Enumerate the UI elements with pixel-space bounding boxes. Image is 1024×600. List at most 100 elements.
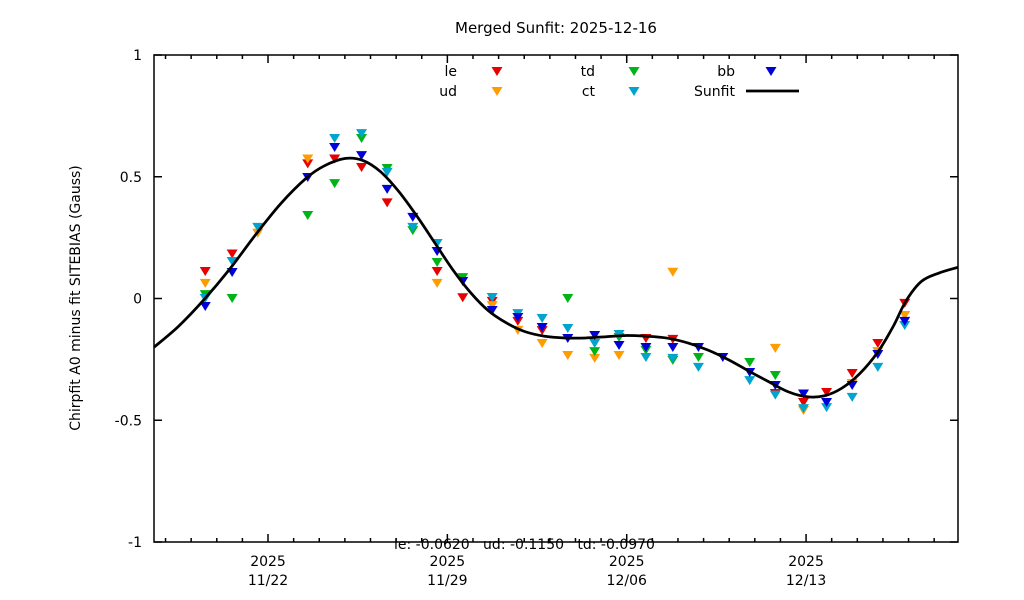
series-bb-marker <box>821 397 833 407</box>
legend-item-td: td <box>581 64 640 80</box>
legend-label-bb: bb <box>717 64 735 80</box>
legend-marker-ct <box>628 87 640 96</box>
series-ud-marker <box>613 350 625 360</box>
x-tick-date: 12/13 <box>786 573 826 589</box>
y-tick-label: 0 <box>133 292 142 308</box>
series-bb-marker <box>512 313 524 323</box>
series-td-marker <box>226 294 238 304</box>
series-le-marker <box>302 159 314 169</box>
series-ud-marker <box>302 154 314 164</box>
series-ud-marker <box>536 339 548 349</box>
legend-item-bb: bb <box>717 64 777 80</box>
series-ct-marker <box>486 293 498 303</box>
series-ud-marker <box>899 311 911 321</box>
series-bb-marker <box>613 341 625 351</box>
x-tick-year: 2025 <box>609 554 645 570</box>
series-le-marker <box>846 369 858 379</box>
series-td-marker <box>356 134 368 144</box>
legend-label-ct: ct <box>582 84 596 100</box>
legend-marker-td <box>628 67 640 76</box>
series-ct-marker <box>692 362 704 372</box>
legend-marker-bb <box>765 67 777 76</box>
x-tick-year: 2025 <box>788 554 824 570</box>
legend: le td bb ud ct Sunfit <box>439 64 799 100</box>
series-ct-marker <box>846 392 858 402</box>
series-bb-marker <box>899 316 911 326</box>
series-le-marker <box>199 266 211 276</box>
legend-label-le: le <box>444 64 457 80</box>
series-bb-marker <box>589 331 601 341</box>
series-td-marker <box>692 352 704 362</box>
legend-item-ct: ct <box>582 84 640 100</box>
legend-label-ud: ud <box>439 84 457 100</box>
sunfit-curve <box>154 156 958 399</box>
series-ct-marker <box>536 313 548 323</box>
series-bb-marker <box>872 350 884 360</box>
legend-item-Sunfit: Sunfit <box>694 84 799 100</box>
series-le-marker <box>798 397 810 407</box>
series-ud-marker <box>589 353 601 363</box>
x-tick-date: 12/06 <box>607 573 647 589</box>
series-le-marker <box>226 249 238 259</box>
series-ct <box>199 129 911 414</box>
series-bb-marker <box>486 305 498 315</box>
series-ct-marker <box>381 167 393 177</box>
series-bb-marker <box>640 342 652 352</box>
series-td-marker <box>744 358 756 368</box>
x-tick-year: 2025 <box>250 554 286 570</box>
legend-label-Sunfit: Sunfit <box>694 84 735 100</box>
series-le <box>199 154 911 407</box>
legend-label-td: td <box>581 64 595 80</box>
series-ct-marker <box>744 376 756 386</box>
y-tick-label: 1 <box>133 48 142 64</box>
series-ct-marker <box>407 222 419 232</box>
fit-offsets-line-1: le: -0.0620 ud: -0.1150 td: -0.0970 <box>394 537 655 553</box>
series-le-marker <box>356 163 368 173</box>
series-ct-marker <box>226 257 238 267</box>
x-tick-year: 2025 <box>430 554 466 570</box>
legend-item-le: le <box>444 64 503 80</box>
series-ud-marker <box>431 278 443 288</box>
x-axis-labels: 2025 11/22 2025 11/29 2025 12/06 2025 12/13 <box>248 554 826 589</box>
series-le-marker <box>821 388 833 398</box>
series-bb-marker <box>199 302 211 312</box>
series-bb-marker <box>667 342 679 352</box>
series-le-marker <box>431 266 443 276</box>
series-ct-marker <box>821 403 833 413</box>
x-tick-date: 11/29 <box>427 573 467 589</box>
series-le-marker <box>872 339 884 349</box>
series-td-marker <box>302 210 314 220</box>
series-le-marker <box>457 293 469 303</box>
series-bb-marker <box>329 143 341 153</box>
plot-frame <box>153 54 959 543</box>
series-ud-marker <box>769 343 781 353</box>
y-tick-label: -0.5 <box>115 413 142 429</box>
series-td-marker <box>589 347 601 357</box>
series-ct-marker <box>872 362 884 372</box>
series-td-marker <box>431 257 443 267</box>
fit-offsets-annotation: le: -0.0620 ud: -0.1150 td: -0.0970 ct: … <box>394 483 658 600</box>
series-le-marker <box>381 198 393 208</box>
x-axis-ticks <box>164 55 935 542</box>
series-ud-marker <box>562 350 574 360</box>
chart-title: Merged Sunfit: 2025-12-16 <box>455 19 657 37</box>
series-ct-marker <box>329 134 341 144</box>
series-ud-marker <box>199 278 211 288</box>
legend-marker-ud <box>491 87 503 96</box>
series-bb-marker <box>356 151 368 161</box>
y-axis-ticks <box>154 54 958 543</box>
series-ud-marker <box>486 301 498 311</box>
series-ct-marker <box>252 222 264 232</box>
series-ud-marker <box>667 267 679 277</box>
series-ct-marker <box>562 323 574 333</box>
series-bb-marker <box>798 389 810 399</box>
series-td-marker <box>769 370 781 380</box>
series-ct-marker <box>667 353 679 363</box>
legend-item-ud: ud <box>439 84 503 100</box>
series-ct-marker <box>356 129 368 139</box>
y-tick-label: 0.5 <box>120 170 142 186</box>
x-tick-date: 11/22 <box>248 573 288 589</box>
y-axis-labels: -1 -0.5 0 0.5 1 <box>115 48 142 551</box>
